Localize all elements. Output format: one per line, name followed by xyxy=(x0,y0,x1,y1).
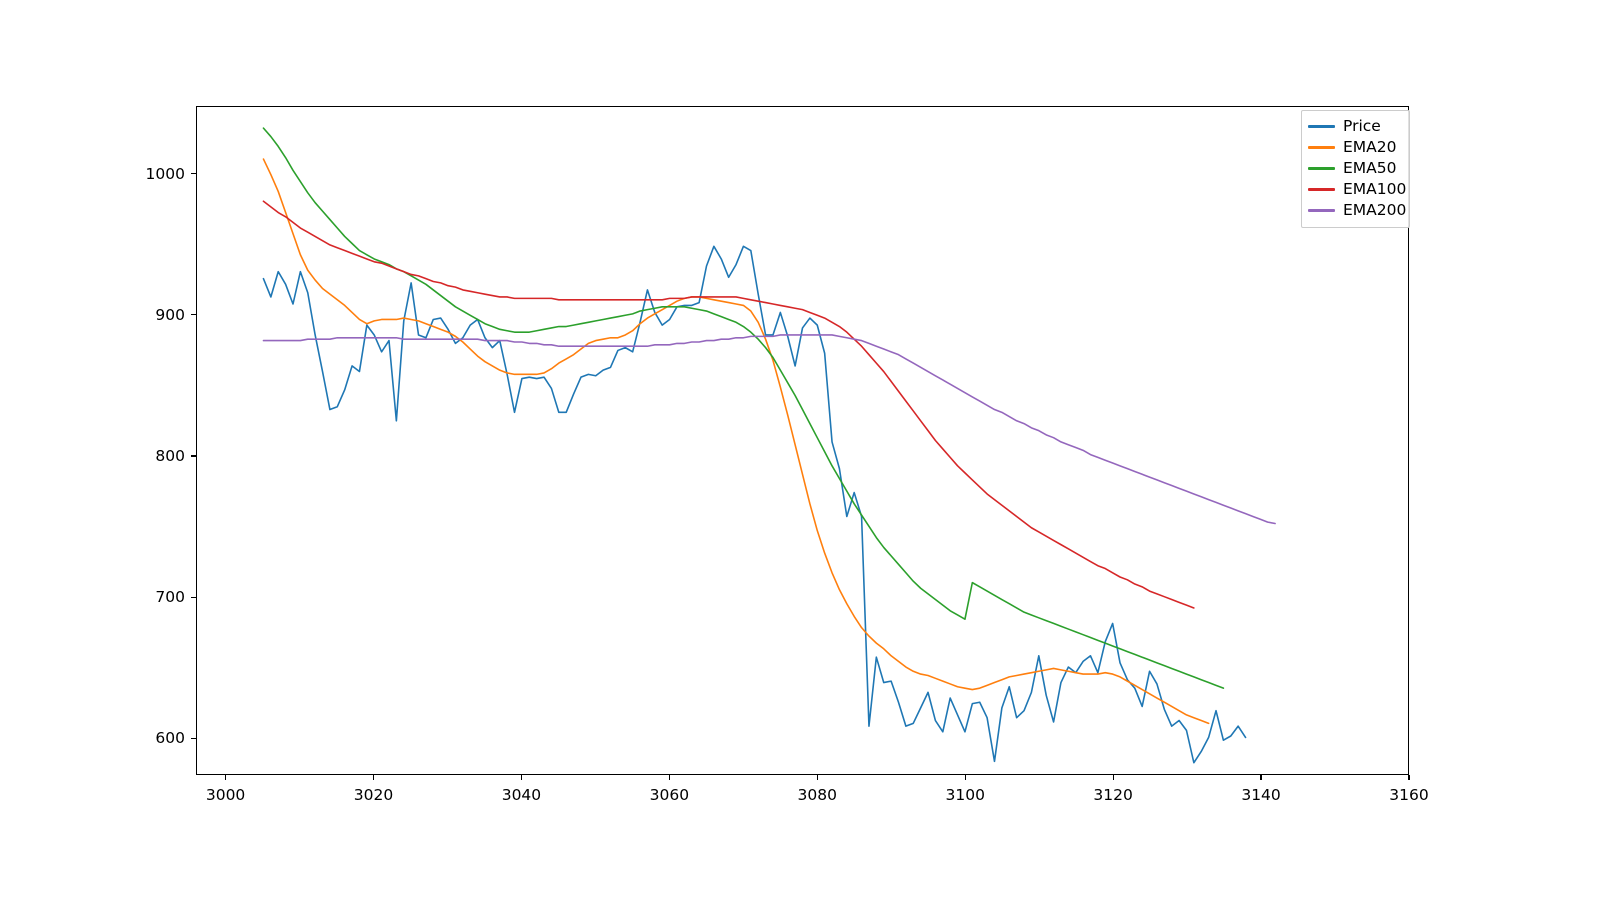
x-tick-mark xyxy=(1408,775,1410,780)
legend-item-ema100[interactable]: EMA100 xyxy=(1308,179,1407,200)
y-tick-mark xyxy=(191,737,196,739)
y-tick-label: 800 xyxy=(155,447,185,466)
x-tick-label: 3000 xyxy=(205,786,246,804)
legend-label: Price xyxy=(1343,116,1381,135)
legend[interactable]: Price EMA20 EMA50 EMA100 EMA200 xyxy=(1301,110,1410,228)
legend-label: EMA20 xyxy=(1343,137,1397,156)
x-tick-label: 3060 xyxy=(649,786,690,804)
x-tick-mark xyxy=(1260,775,1262,780)
plot-area xyxy=(196,106,1409,775)
x-tick-label: 3020 xyxy=(353,786,394,804)
x-tick-label: 3040 xyxy=(501,786,542,804)
legend-item-price[interactable]: Price xyxy=(1308,116,1403,137)
legend-label: EMA50 xyxy=(1343,158,1397,177)
legend-color-swatch-price xyxy=(1308,125,1335,128)
series-line-price xyxy=(262,245,1247,764)
y-tick-mark xyxy=(191,314,196,316)
x-tick-label: 3160 xyxy=(1389,786,1429,804)
x-tick-mark xyxy=(668,775,670,780)
x-tick-mark xyxy=(520,775,523,780)
legend-label: EMA100 xyxy=(1343,179,1407,198)
series-line-ema100 xyxy=(262,200,1195,609)
legend-item-ema50[interactable]: EMA50 xyxy=(1308,158,1403,179)
x-tick-mark xyxy=(372,775,375,780)
y-tick-mark xyxy=(191,173,196,175)
series-line-ema20 xyxy=(262,158,1210,725)
series-line-ema200 xyxy=(262,334,1276,525)
legend-color-swatch-ema200 xyxy=(1308,209,1335,212)
y-tick-label: 600 xyxy=(155,729,185,748)
x-tick-mark xyxy=(224,775,227,780)
y-tick-mark xyxy=(191,455,196,457)
x-tick-mark xyxy=(1112,775,1114,780)
series-line-ema50 xyxy=(262,127,1225,689)
legend-item-ema20[interactable]: EMA20 xyxy=(1308,137,1403,158)
legend-color-swatch-ema50 xyxy=(1308,167,1335,170)
legend-label: EMA200 xyxy=(1343,200,1407,219)
x-tick-mark xyxy=(964,775,966,780)
x-tick-label: 3080 xyxy=(797,786,838,804)
x-tick-label: 3120 xyxy=(1093,786,1133,804)
x-tick-label: 3140 xyxy=(1241,786,1281,804)
legend-color-swatch-ema20 xyxy=(1308,146,1335,149)
plot-lines xyxy=(262,127,1276,764)
y-tick-label: 1000 xyxy=(145,164,185,183)
legend-item-ema200[interactable]: EMA200 xyxy=(1308,200,1407,221)
y-tick-label: 900 xyxy=(155,305,185,324)
y-tick-label: 700 xyxy=(155,588,185,607)
x-tick-label: 3100 xyxy=(945,786,985,804)
legend-color-swatch-ema100 xyxy=(1308,188,1335,191)
y-tick-mark xyxy=(191,596,196,598)
x-tick-mark xyxy=(816,775,818,780)
